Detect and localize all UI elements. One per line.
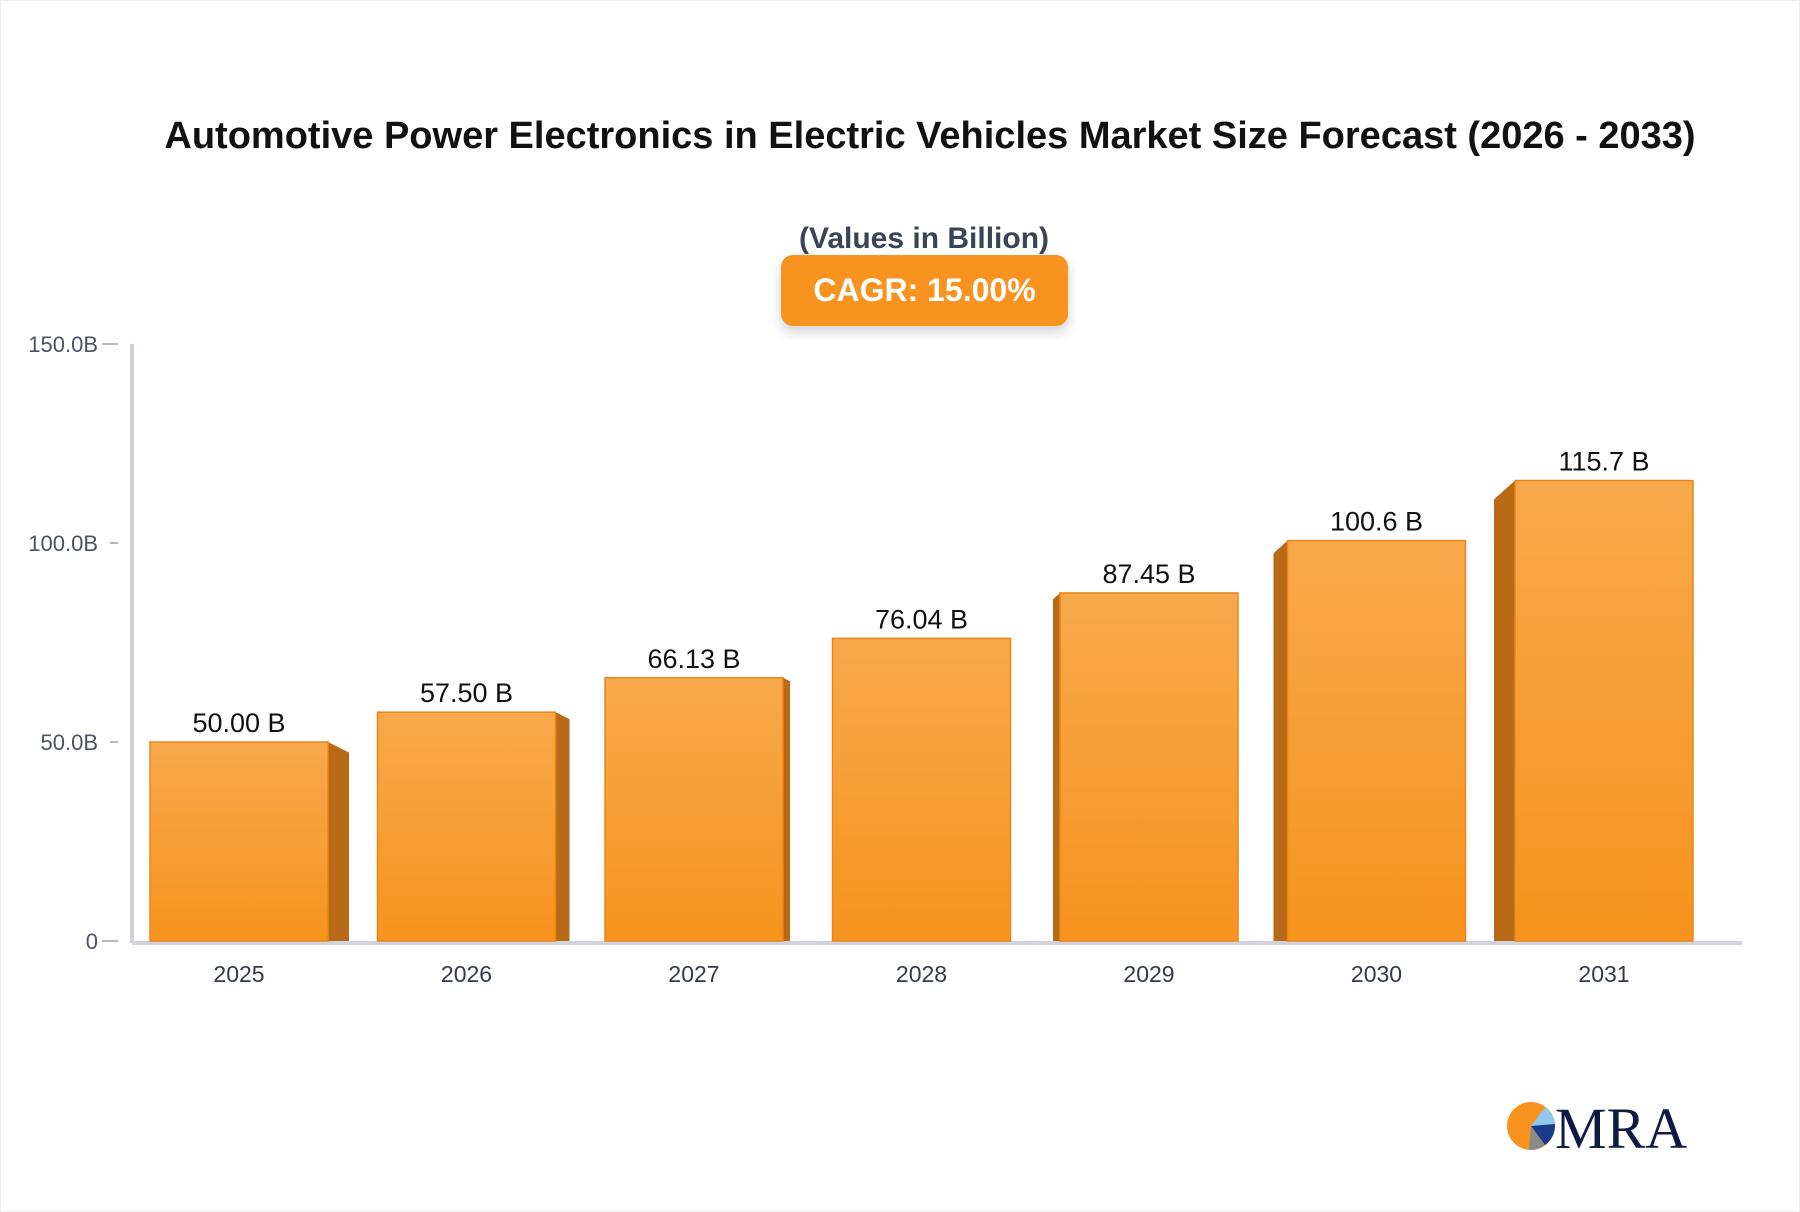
data-label: 87.45 B [1102,559,1195,589]
bar-side [1053,592,1060,941]
cagr-badge: CAGR: 15.00% [781,255,1068,326]
chart-subtitle: (Values in Billion) [798,222,1050,255]
bar [149,741,329,942]
x-tick-label: 2025 [213,961,264,987]
bar-side [783,677,790,941]
y-tick-label: 50.0B [41,730,99,755]
chart-title: Automotive Power Electronics in Electric… [164,115,1696,157]
bar-side [328,742,349,941]
bar [1514,479,1694,942]
bar-side [555,712,570,941]
bar-side [1273,540,1288,941]
logo-text: MRA [1555,1098,1687,1154]
bar [1059,592,1239,942]
data-label: 76.04 B [875,604,968,634]
x-tick-label: 2027 [668,961,719,987]
data-label: 100.6 B [1330,507,1423,537]
bar [1286,539,1467,942]
x-tick-label: 2028 [896,961,947,987]
bar [604,677,784,942]
data-label: 115.7 B [1558,447,1649,477]
mra-logo: MRA [1505,1098,1695,1154]
x-tick-label: 2030 [1351,961,1402,987]
data-label: 57.50 B [420,678,513,708]
x-tick-label: 2026 [441,961,492,987]
logo-pie-icon: MRA [1507,1098,1687,1154]
data-label: 66.13 B [647,644,740,674]
bar [376,711,557,942]
y-tick-label: 0 [86,929,98,954]
data-label: 50.00 B [192,708,285,738]
y-tick-label: 100.0B [28,531,98,556]
bar-side [1494,480,1515,941]
x-tick-label: 2029 [1123,961,1174,987]
bar [831,637,1012,942]
y-tick-label: 150.0B [28,332,98,357]
x-tick-label: 2031 [1578,961,1629,987]
